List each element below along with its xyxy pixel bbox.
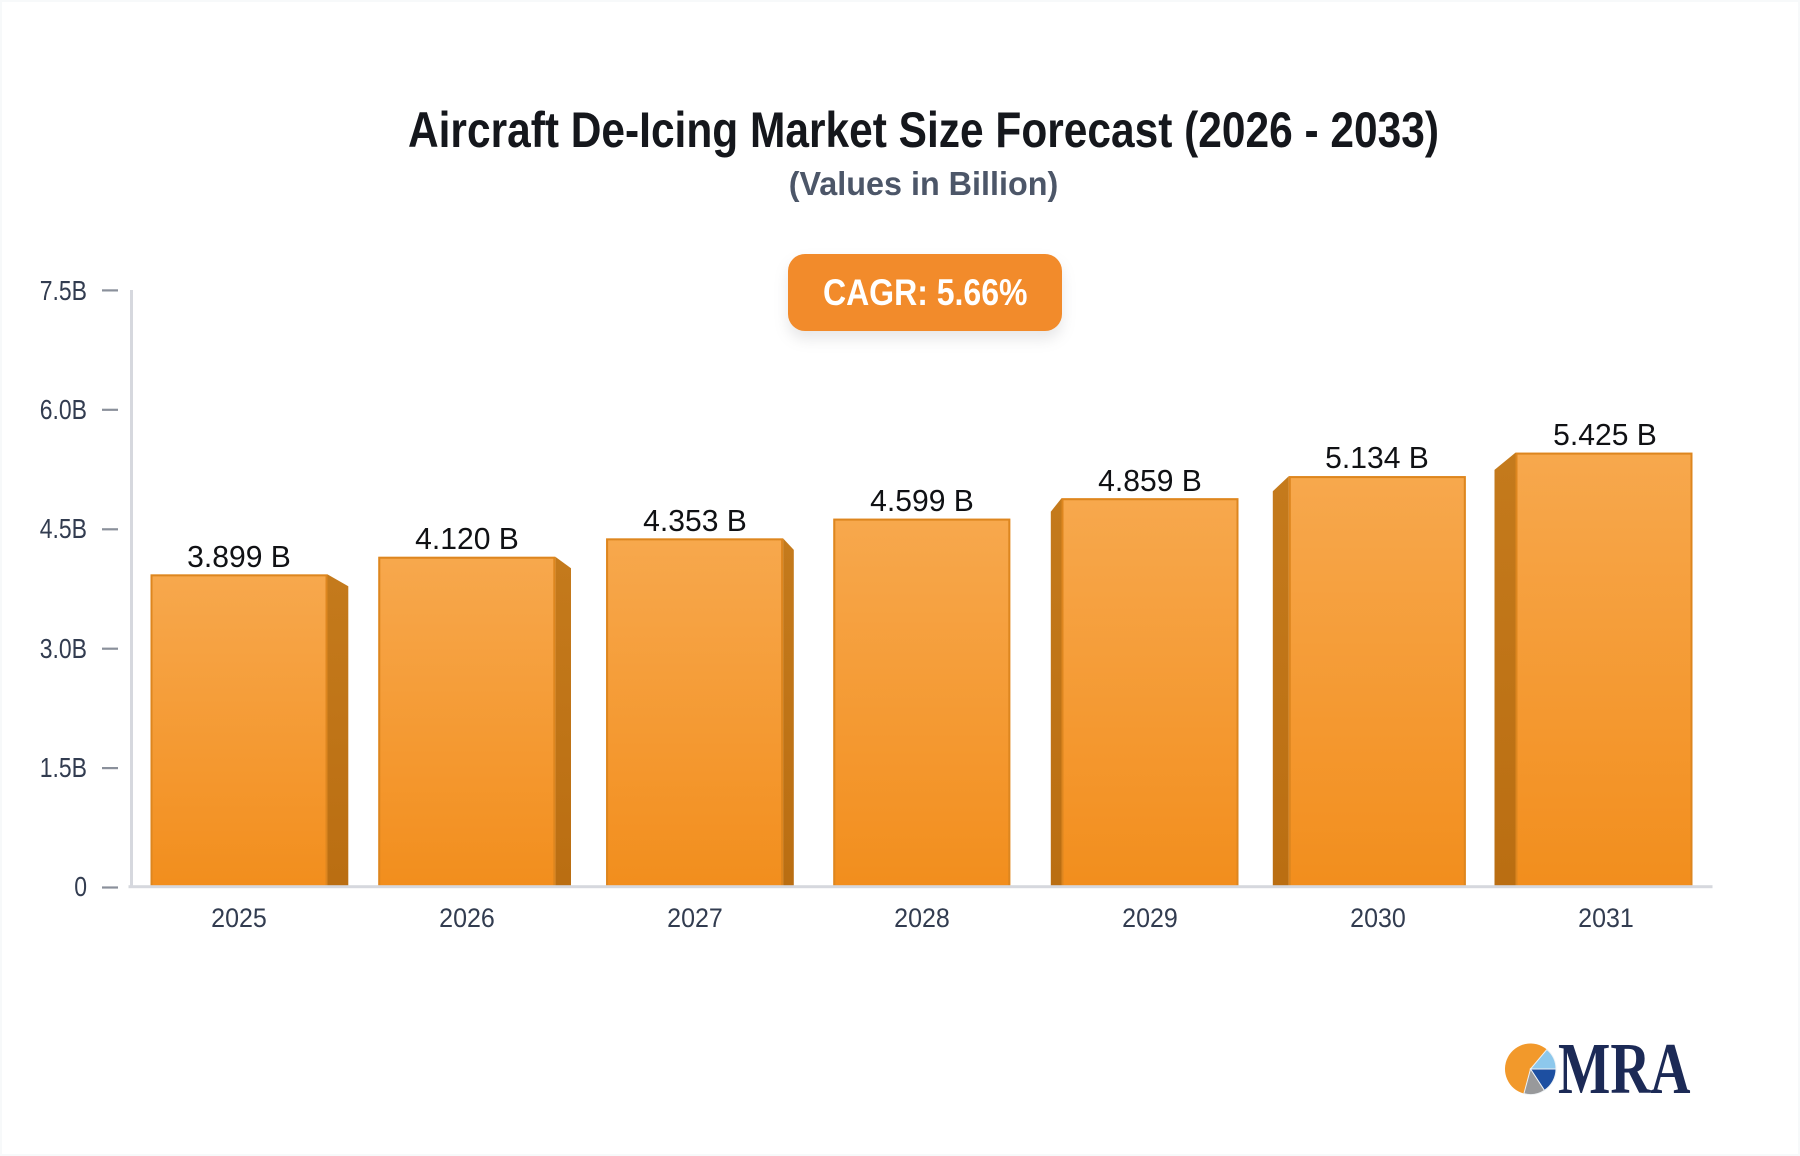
- svg-text:MRA: MRA: [1558, 1029, 1691, 1110]
